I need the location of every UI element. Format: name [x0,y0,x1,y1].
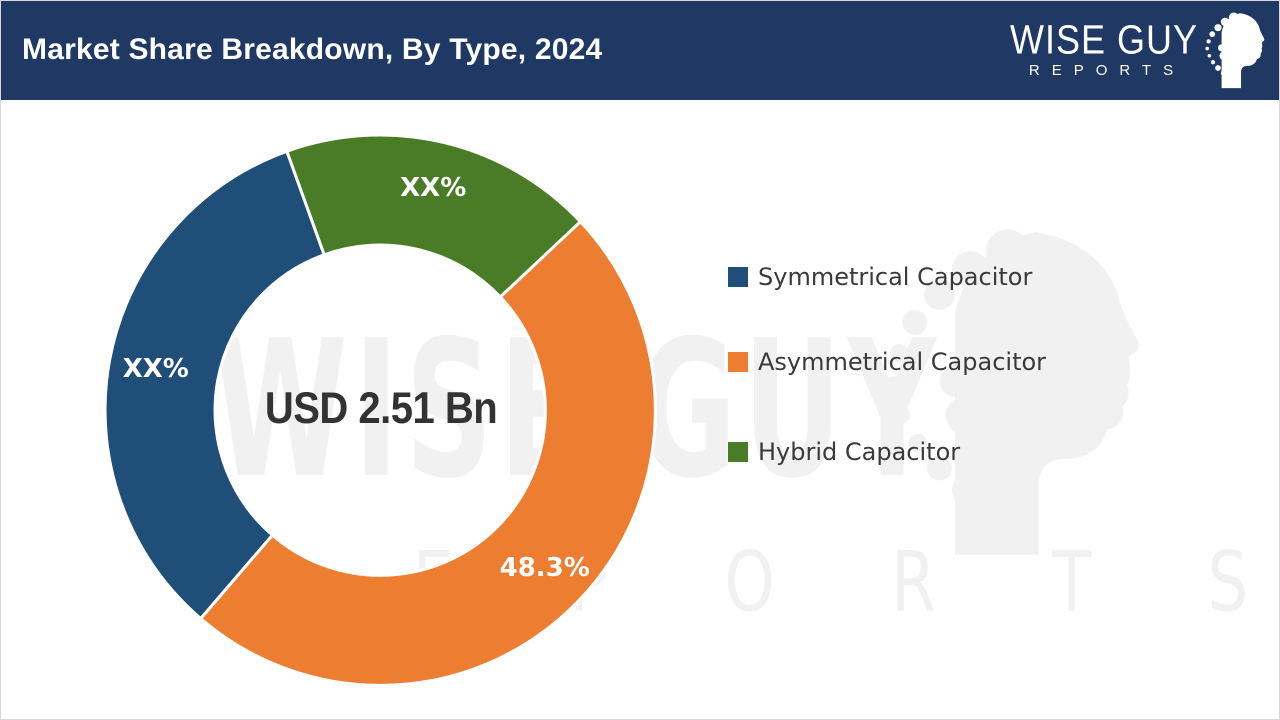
logo-dotted-head-icon [1205,12,1265,89]
watermark-dotted-head [885,229,1139,555]
logo-reports-text: REPORTS [1028,62,1186,79]
logo-wise-guy-text: WISE GUY [1009,16,1198,63]
wise-guy-logo: WISE GUY REPORTS [1010,5,1272,95]
donut-slice-2 [284,133,583,300]
legend-label-asymmetrical: Asymmetrical Capacitor [758,348,1047,376]
legend-label-symmetrical: Symmetrical Capacitor [758,263,1033,291]
logo-head-shape [1205,12,1265,89]
legend-item-asymmetrical: Asymmetrical Capacitor [728,348,1046,376]
legend-item-symmetrical: Symmetrical Capacitor [728,263,1032,291]
donut-chart [103,133,657,687]
page-title: Market Share Breakdown, By Type, 2024 [22,33,603,66]
slice-label-symmetrical: XX% [122,353,189,384]
header-bar: Market Share Breakdown, By Type, 2024 WI… [0,0,1280,100]
slice-label-hybrid: XX% [400,173,467,204]
legend-item-hybrid: Hybrid Capacitor [728,438,960,466]
legend-label-hybrid: Hybrid Capacitor [758,438,961,466]
legend-swatch-hybrid [728,442,748,462]
slice-label-asymmetrical: 48.3% [499,552,590,583]
legend-swatch-asymmetrical [728,352,748,372]
donut-slice-1 [198,219,657,687]
legend-swatch-symmetrical [728,267,748,287]
donut-slice-0 [103,149,327,621]
watermark-head-shape [885,229,1139,555]
donut-center-value: USD 2.51 Bn [264,383,498,434]
logo-text: WISE GUY REPORTS [1009,16,1198,79]
